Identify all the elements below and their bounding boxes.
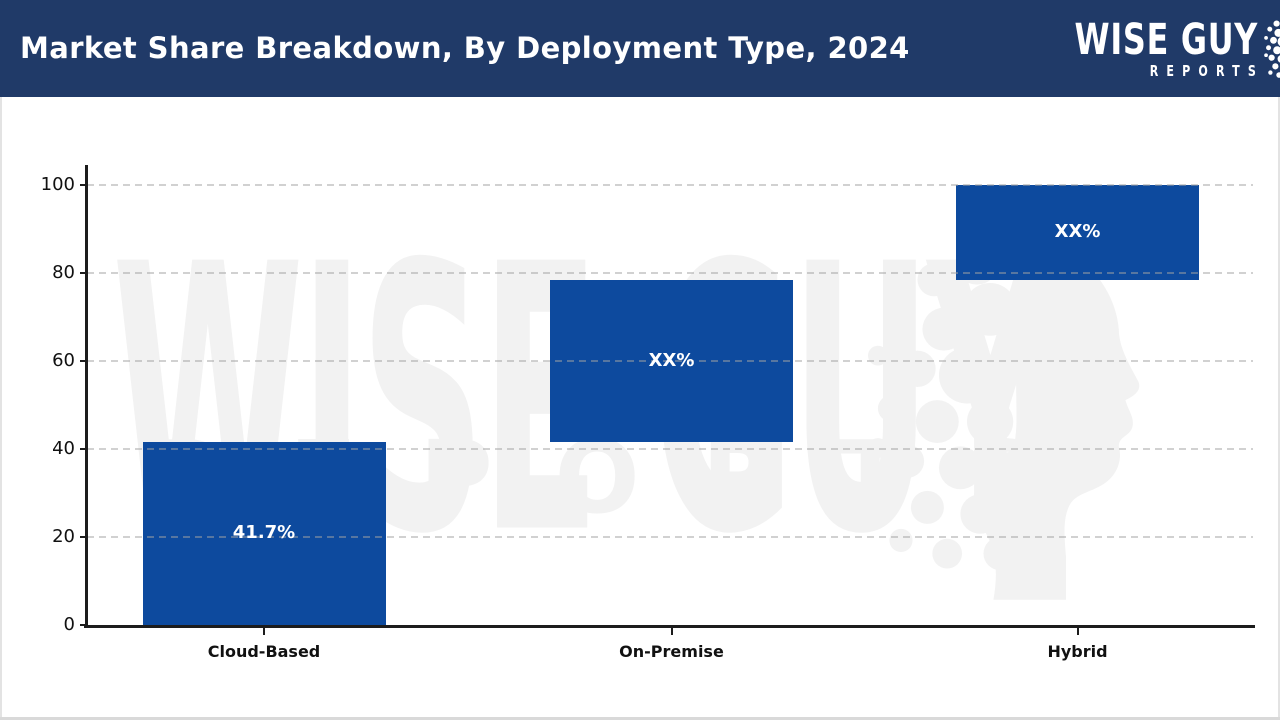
page-edge-bottom bbox=[0, 717, 1280, 720]
y-tick-label-0: 0 bbox=[63, 614, 75, 635]
logo-line1: WISE GUY bbox=[1074, 14, 1259, 65]
x-category-label-on-premise: On-Premise bbox=[619, 642, 724, 661]
y-tick-label-40: 40 bbox=[52, 438, 75, 459]
page-edge-right bbox=[1278, 97, 1280, 720]
x-tick-mark-hybrid bbox=[1076, 628, 1079, 635]
y-tick-label-100: 100 bbox=[40, 174, 75, 195]
labels-layer: 0 20 40 60 80 100 41.7% Cloud-Based XX% On-Premis… bbox=[0, 97, 1280, 720]
bar-value-label-on-premise: XX% bbox=[648, 349, 695, 371]
y-tick-mark-80 bbox=[80, 272, 87, 274]
bar-value-label-hybrid: XX% bbox=[1054, 221, 1101, 243]
y-tick-label-80: 80 bbox=[52, 262, 75, 283]
wiseguy-logo: WISE GUY REPORTS bbox=[1010, 4, 1272, 94]
y-tick-mark-20 bbox=[80, 536, 87, 538]
page-edge-left bbox=[0, 97, 2, 720]
chart-canvas: WISE GUY REPORTS 0 20 40 60 80 100 41.7% Cloud-… bbox=[0, 97, 1280, 720]
bar-value-label-cloud-based: 41.7% bbox=[232, 522, 296, 544]
y-tick-label-20: 20 bbox=[52, 526, 75, 547]
y-tick-mark-60 bbox=[80, 360, 87, 362]
header-bar: Market Share Breakdown, By Deployment Ty… bbox=[0, 0, 1280, 97]
y-tick-mark-40 bbox=[80, 448, 87, 450]
x-tick-mark-on-premise bbox=[670, 628, 673, 635]
bar-cloud-based bbox=[142, 441, 386, 625]
x-tick-mark-cloud-based bbox=[263, 628, 265, 635]
axes-layer bbox=[0, 97, 1280, 720]
y-tick-label-60: 60 bbox=[52, 350, 75, 371]
y-tick-mark-100 bbox=[80, 184, 87, 186]
y-tick-mark-0 bbox=[80, 624, 87, 626]
x-category-label-hybrid: Hybrid bbox=[1047, 642, 1108, 661]
x-category-label-cloud-based: Cloud-Based bbox=[207, 642, 321, 661]
logo-wordmark: WISE GUY REPORTS bbox=[1074, 14, 1259, 80]
x-axis-line bbox=[84, 625, 1255, 628]
chart-title: Market Share Breakdown, By Deployment Ty… bbox=[20, 31, 910, 65]
logo-line2: REPORTS bbox=[1149, 62, 1265, 81]
y-axis-line bbox=[85, 165, 88, 627]
